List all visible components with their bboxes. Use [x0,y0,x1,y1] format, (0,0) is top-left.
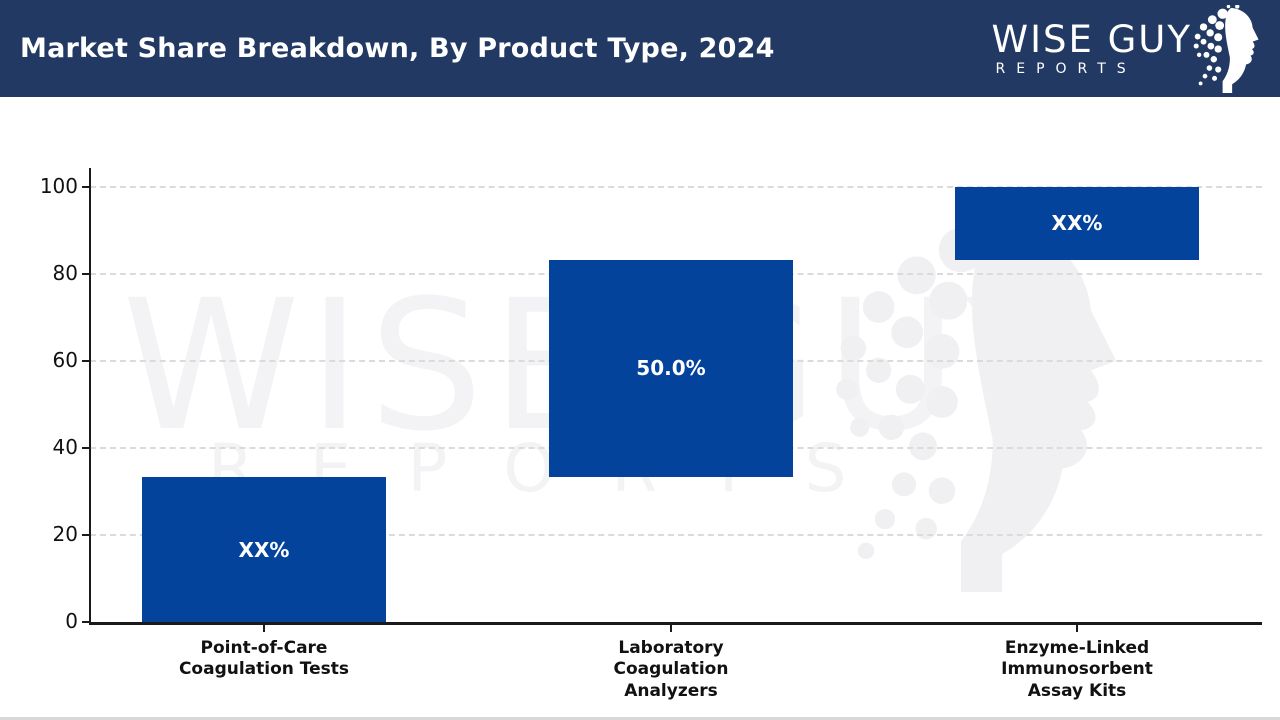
logo-head-icon [1193,4,1259,93]
y-tick-mark [82,621,90,623]
gridline [90,534,1262,536]
x-tick-mark [263,625,265,632]
gridline [90,186,1262,188]
bar-value-label: 50.0% [636,356,706,381]
bottom-border [0,717,1280,720]
category-label: Laboratory Coagulation Analyzers [613,638,729,701]
page-title: Market Share Breakdown, By Product Type,… [20,33,775,64]
category-label: Point-of-Care Coagulation Tests [178,638,350,680]
y-tick-mark [82,273,90,275]
x-tick-mark [670,625,672,632]
logo-name: WISE GUY [991,17,1192,61]
y-tick-mark [82,186,90,188]
x-axis-line [89,622,1262,625]
bar-value-label: XX% [1051,211,1103,236]
y-tick-mark [82,360,90,362]
logo-subtitle: REPORTS [995,60,1137,77]
bar: XX% [955,187,1199,260]
bar-value-label: XX% [238,537,290,562]
y-tick-mark [82,447,90,449]
bar: 50.0% [549,259,793,478]
y-axis-line [89,168,91,624]
y-tick-label: 60 [52,348,78,372]
logo-text: WISE GUY REPORTS [992,21,1192,77]
y-tick-label: 80 [52,261,78,285]
y-tick-label: 20 [52,522,78,546]
logo: WISE GUY REPORTS [992,4,1266,93]
y-tick-label: 100 [39,174,78,198]
y-tick-mark [82,534,90,536]
category-label: Enzyme-Linked Immunosorbent Assay Kits [1001,638,1153,701]
x-tick-mark [1076,625,1078,632]
header: Market Share Breakdown, By Product Type,… [0,0,1280,97]
bar: XX% [142,477,386,622]
y-tick-label: 0 [65,609,78,633]
y-tick-label: 40 [52,435,78,459]
